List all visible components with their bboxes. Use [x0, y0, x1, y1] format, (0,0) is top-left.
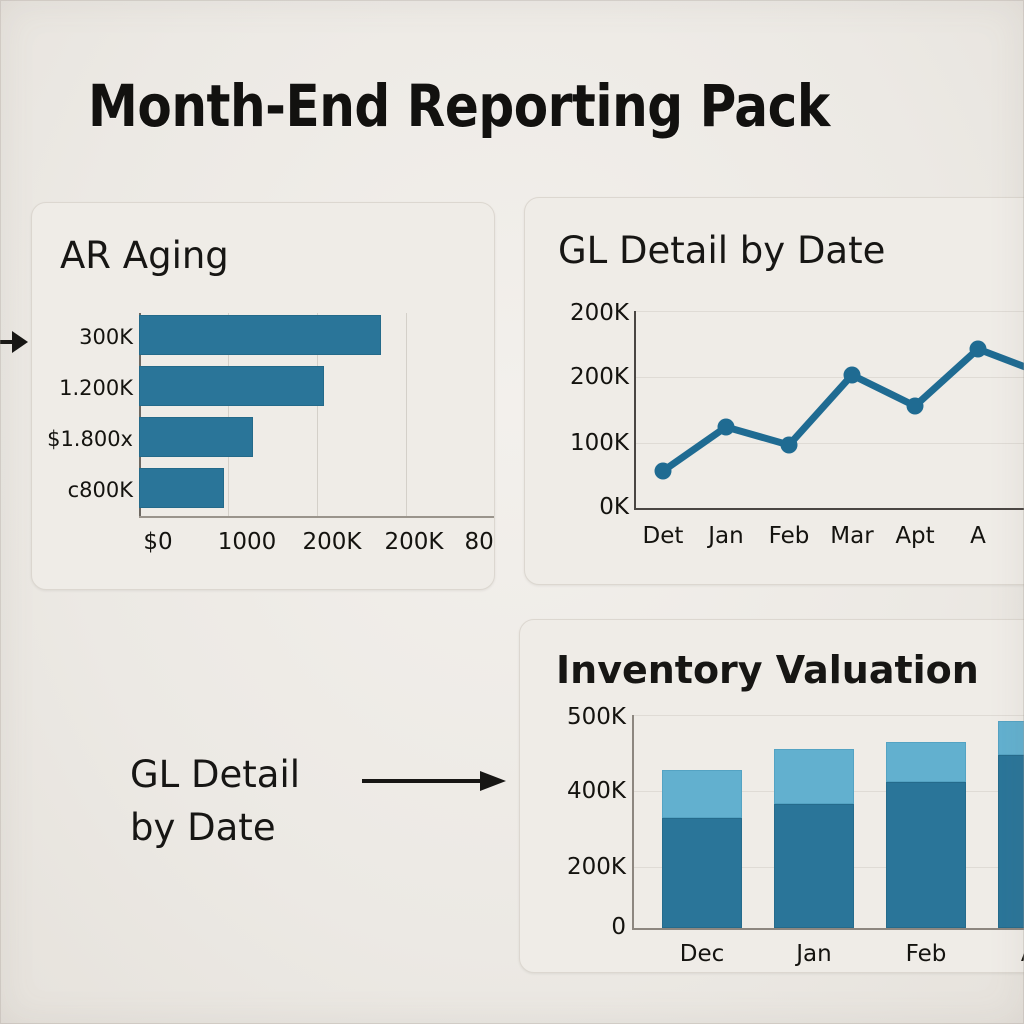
gl-point-0[interactable]	[654, 462, 672, 480]
inv-bar-apr-base	[998, 755, 1024, 928]
gl-ytick-2: 100K	[570, 430, 629, 456]
inv-ytick-0: 500K	[567, 704, 626, 730]
ar-bar-0[interactable]	[139, 315, 382, 355]
gl-gridline-200k-a	[634, 311, 1024, 312]
ar-gridline-4	[494, 313, 495, 516]
ar-xtick-1: 1000	[217, 529, 277, 555]
card-inventory-valuation[interactable]: Inventory Valuation	[519, 619, 1024, 973]
inv-bar-dec-upper	[662, 770, 742, 818]
card-title-gl-detail: GL Detail by Date	[558, 229, 886, 272]
arrow-right-edge-icon	[0, 331, 28, 353]
gl-xtick-4: Apt	[895, 523, 935, 549]
inv-bar-jan-base	[774, 804, 854, 928]
inv-bar-jan-upper	[774, 749, 854, 804]
arrow-right-icon	[362, 771, 506, 791]
ar-ytick-2: $1.800x	[47, 427, 133, 451]
inv-axis-y	[632, 715, 634, 928]
gl-point-1[interactable]	[717, 418, 735, 436]
gl-xtick-5: A	[970, 523, 986, 549]
ar-bar-2[interactable]	[139, 417, 253, 457]
gl-point-2[interactable]	[780, 436, 798, 454]
inv-ytick-1: 400K	[567, 778, 626, 804]
gl-point-5[interactable]	[969, 340, 987, 358]
ar-bar-3[interactable]	[139, 468, 225, 508]
inv-bar-feb-base	[886, 782, 966, 928]
ar-xtick-3: 200K	[384, 529, 444, 555]
inv-bar-dec[interactable]	[662, 770, 742, 928]
ar-gridline-2	[317, 313, 318, 516]
ar-xtick-2: 200K	[302, 529, 362, 555]
inv-gridline-500k	[632, 715, 1024, 716]
inv-ytick-3: 0	[611, 914, 626, 940]
gl-xtick-1: Jan	[708, 523, 744, 549]
gl-point-4[interactable]	[906, 397, 924, 415]
inv-bar-apr[interactable]	[998, 721, 1024, 928]
card-gl-detail-by-date[interactable]: GL Detail by Date 200K 200K 100K 0K	[524, 197, 1024, 585]
annotation-line-2: by Date	[130, 806, 276, 849]
inv-bar-apr-upper	[998, 721, 1024, 755]
ar-ytick-3: c800K	[67, 478, 133, 502]
ar-axis-x	[139, 516, 494, 518]
inventory-valuation-plot: 500K 400K 200K 0 Dec Jan Feb Ap	[567, 704, 1024, 967]
ar-gridline-1	[228, 313, 229, 516]
inv-ytick-2: 200K	[567, 854, 626, 880]
inv-bar-jan[interactable]	[774, 749, 854, 928]
gl-ytick-1: 200K	[570, 364, 629, 390]
ar-ytick-1: 1.200K	[59, 376, 133, 400]
ar-ytick-0: 300K	[79, 325, 133, 349]
gl-xtick-2: Feb	[768, 523, 810, 549]
ar-xtick-4: 800K	[464, 529, 494, 555]
ar-gridline-3	[406, 313, 407, 516]
inv-xtick-0: Dec	[679, 941, 725, 967]
inv-xtick-2: Feb	[905, 941, 947, 967]
page-title: Month-End Reporting Pack	[88, 72, 830, 140]
card-ar-aging[interactable]: AR Aging 300K 1.200K $1.800x c800K $0 10…	[31, 202, 495, 590]
inv-xtick-1: Jan	[796, 941, 832, 967]
card-title-inventory: Inventory Valuation	[556, 648, 979, 692]
gl-gridline-200k-b	[634, 377, 1024, 378]
gl-gridline-100k	[634, 443, 1024, 444]
ar-xtick-0: $0	[143, 529, 173, 555]
gl-line-series	[659, 345, 1024, 475]
gl-axis-x	[634, 508, 1024, 510]
gl-axis-y	[634, 311, 636, 509]
gl-detail-plot: 200K 200K 100K 0K Det Jan Feb Mar Apt A	[570, 300, 1024, 549]
ar-bar-1[interactable]	[139, 366, 325, 406]
annotation-gl-detail: GL Detail by Date	[130, 748, 300, 854]
annotation-line-1: GL Detail	[130, 753, 301, 796]
inv-bar-feb-upper	[886, 742, 966, 782]
gl-ytick-3: 0K	[599, 494, 629, 520]
ar-axis-y	[139, 313, 141, 516]
gl-xtick-3: Mar	[830, 523, 874, 549]
inv-bar-dec-base	[662, 818, 742, 928]
inv-xtick-3: Ap	[1021, 941, 1024, 967]
inv-bar-feb[interactable]	[886, 742, 966, 928]
ar-aging-plot: 300K 1.200K $1.800x c800K $0 1000 200K 2…	[47, 313, 495, 555]
gl-xtick-0: Det	[642, 523, 684, 549]
gl-ytick-0: 200K	[570, 300, 629, 326]
card-title-ar-aging: AR Aging	[60, 234, 229, 277]
inv-axis-x	[632, 928, 1024, 930]
gl-point-3[interactable]	[843, 366, 861, 384]
